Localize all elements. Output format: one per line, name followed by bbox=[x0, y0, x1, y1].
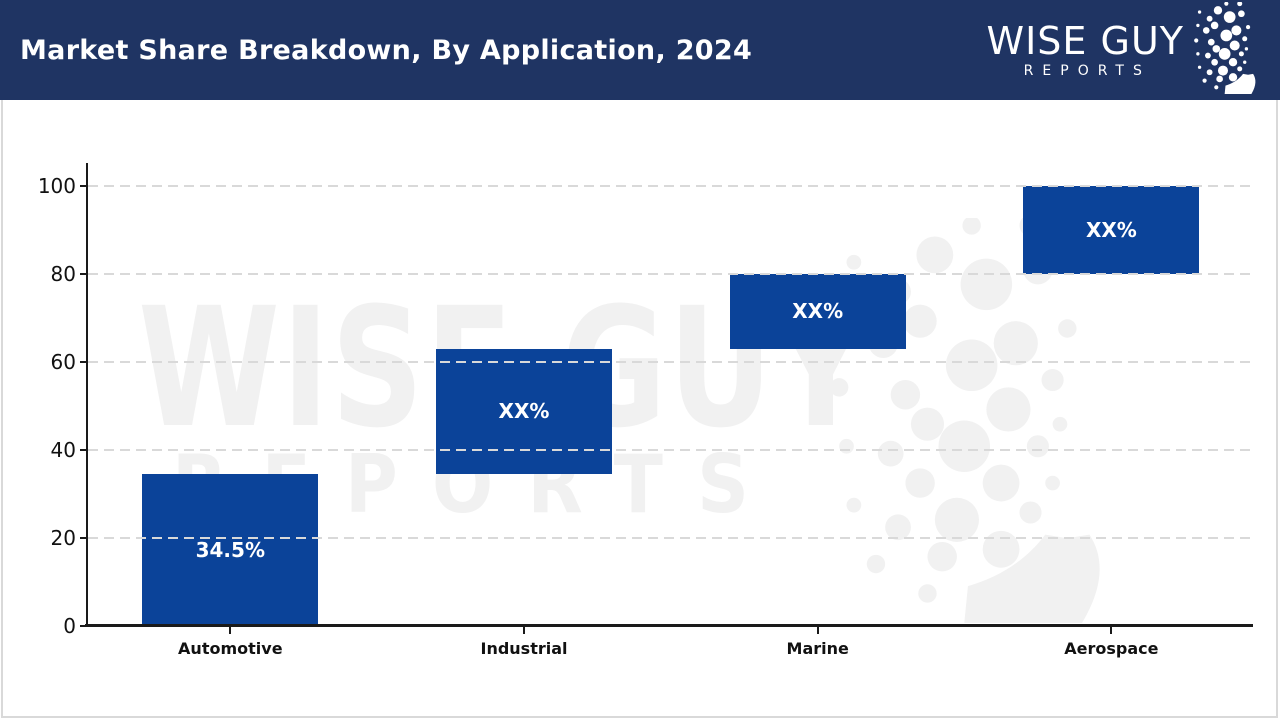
gridline-60 bbox=[88, 360, 1253, 363]
logo-subtext: REPORTS bbox=[1023, 63, 1151, 79]
gridline-100 bbox=[88, 185, 1253, 187]
wise-guy-reports-logo: WISE GUY REPORTS bbox=[987, 1, 1280, 98]
logo-head-icon bbox=[1186, 1, 1270, 98]
bar-value-label: XX% bbox=[498, 399, 550, 424]
y-tick-label: 0 bbox=[63, 613, 76, 638]
bar-value-label: XX% bbox=[792, 299, 844, 324]
x-tick-aerospace bbox=[1110, 627, 1113, 634]
bar-value-label: 34.5% bbox=[195, 537, 265, 562]
y-tick-60 bbox=[80, 360, 88, 363]
bar-automotive bbox=[142, 473, 319, 626]
chart-title: Market Share Breakdown, By Application, … bbox=[20, 34, 753, 66]
y-tick-label: 100 bbox=[37, 174, 76, 198]
bar-marine bbox=[729, 273, 906, 349]
gridline-40 bbox=[88, 448, 1253, 451]
y-tick-label: 40 bbox=[50, 437, 76, 462]
header-bar: Market Share Breakdown, By Application, … bbox=[0, 0, 1280, 100]
watermark-head-graphic bbox=[795, 214, 1163, 627]
x-axis-line bbox=[85, 624, 1253, 627]
y-tick-label: 60 bbox=[50, 349, 76, 374]
y-tick-40 bbox=[80, 448, 88, 451]
y-tick-20 bbox=[80, 536, 88, 539]
x-tick-marine bbox=[816, 627, 819, 634]
bar-aerospace bbox=[1023, 186, 1200, 274]
x-tick-industrial bbox=[523, 627, 525, 634]
x-tick-automotive bbox=[229, 627, 232, 634]
bar-value-label: XX% bbox=[1085, 217, 1137, 242]
logo-wordmark: WISE GUY bbox=[986, 19, 1184, 63]
y-tick-0 bbox=[80, 624, 88, 627]
x-category-label-marine: Marine bbox=[786, 638, 849, 658]
y-axis-line bbox=[86, 163, 88, 627]
gridline-80 bbox=[88, 272, 1253, 275]
x-category-label-industrial: Industrial bbox=[480, 638, 568, 658]
y-tick-80 bbox=[80, 272, 88, 275]
bar-industrial bbox=[436, 348, 612, 474]
logo-text: WISE GUY REPORTS bbox=[987, 22, 1184, 78]
x-category-label-automotive: Automotive bbox=[178, 638, 283, 658]
y-tick-100 bbox=[80, 185, 88, 187]
x-category-label-aerospace: Aerospace bbox=[1064, 638, 1159, 658]
y-tick-label: 20 bbox=[50, 525, 76, 550]
y-tick-label: 80 bbox=[50, 261, 76, 286]
gridline-20 bbox=[88, 536, 1253, 539]
